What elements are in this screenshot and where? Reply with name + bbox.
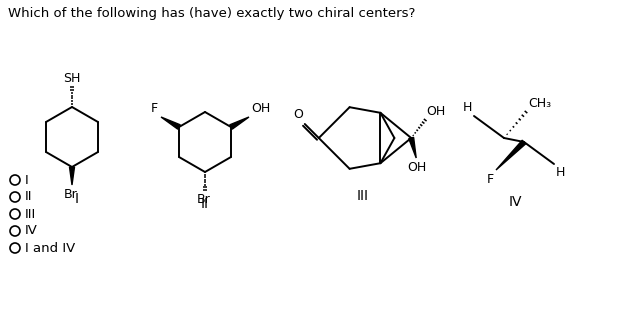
Polygon shape [409,137,416,158]
Text: SH: SH [63,72,81,85]
Text: Which of the following has (have) exactly two chiral centers?: Which of the following has (have) exactl… [8,7,415,20]
Text: I and IV: I and IV [25,242,75,254]
Text: III: III [357,189,369,203]
Text: II: II [25,190,32,204]
Text: I: I [75,192,79,206]
Text: O: O [293,108,303,121]
Text: II: II [201,197,209,211]
Text: F: F [151,102,158,115]
Text: H: H [556,166,565,179]
Text: I: I [25,173,29,187]
Text: III: III [25,207,36,220]
Text: CH₃: CH₃ [528,97,551,110]
Text: OH: OH [251,102,270,115]
Text: IV: IV [508,195,522,209]
Text: OH: OH [426,105,445,118]
Polygon shape [496,140,526,170]
Text: F: F [487,173,494,186]
Polygon shape [161,117,180,129]
Text: IV: IV [25,225,38,237]
Text: Br: Br [197,193,211,206]
Polygon shape [69,167,74,185]
Text: H: H [463,101,472,114]
Polygon shape [230,117,249,129]
Text: OH: OH [407,161,427,174]
Text: Br: Br [64,188,78,201]
